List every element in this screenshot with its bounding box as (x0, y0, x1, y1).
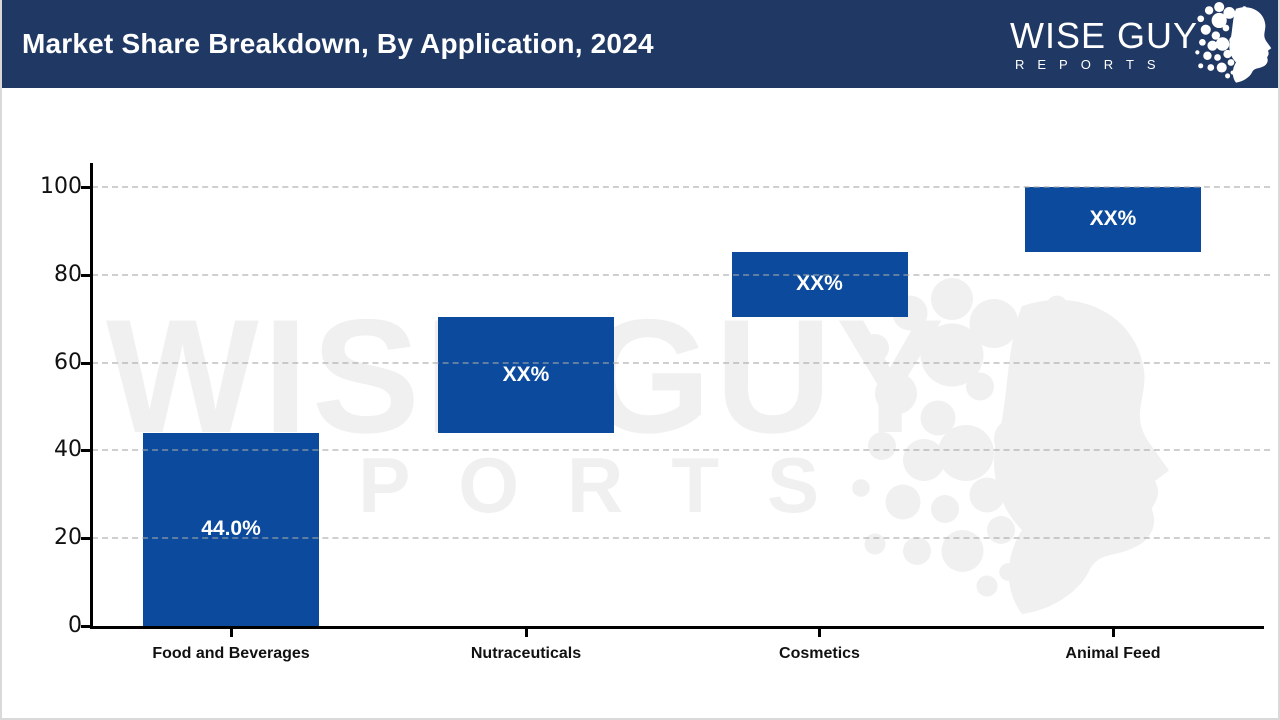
dot (1225, 73, 1231, 79)
logo-subtitle: REPORTS (1014, 56, 1169, 72)
y-axis-line (90, 163, 93, 629)
dot (875, 372, 917, 415)
x-axis-category-label: Nutraceuticals (470, 645, 582, 662)
dot (1011, 470, 1047, 506)
wise-guy-logo: WISE GUY REPORTS (1009, 2, 1278, 86)
dot (1216, 62, 1227, 73)
gridline-80 (92, 273, 1270, 276)
dot (1203, 51, 1212, 60)
dot (861, 334, 889, 362)
dot (976, 575, 998, 597)
dot (1227, 59, 1235, 66)
dot (999, 563, 1017, 581)
dot (903, 537, 931, 565)
x-axis-category-label: Animal Feed (1065, 645, 1161, 662)
y-axis-tick (81, 273, 90, 277)
bar-value-label: 44.0% (201, 517, 261, 541)
page-title: Market Share Breakdown, By Application, … (22, 28, 654, 59)
dot (885, 484, 921, 520)
x-axis-category-label: Food and Beverages (152, 645, 310, 662)
dot (868, 432, 896, 460)
bar-animal-feed (1025, 187, 1201, 252)
dot (920, 400, 956, 436)
dot (1223, 49, 1232, 59)
y-axis-tick-label: 20 (54, 525, 82, 551)
y-axis-tick-label: 0 (68, 613, 82, 638)
x-axis-category-label: Cosmetics (779, 645, 860, 662)
dot (1029, 323, 1057, 352)
dot (938, 425, 994, 481)
dot (1204, 6, 1214, 15)
gridline-100 (92, 186, 1270, 188)
bar-nutraceuticals (438, 316, 614, 433)
dot (1230, 70, 1235, 75)
dot (1214, 2, 1225, 13)
dot (1222, 24, 1230, 32)
y-axis-tick (81, 449, 90, 453)
dot (920, 323, 984, 387)
dot (1237, 12, 1245, 20)
dot (1199, 38, 1206, 46)
y-axis-tick (81, 186, 90, 189)
dot (1240, 58, 1246, 64)
chart-area: WISE GUY REPORTS 0 20 40 60 80 100 44.0% Food a… (2, 88, 1278, 718)
dot (1207, 64, 1215, 71)
dot (931, 278, 973, 320)
x-axis-line (90, 626, 1264, 629)
bar-value-label: XX% (502, 362, 550, 386)
x-axis-tick (1111, 629, 1115, 637)
bar-value-label: XX% (1089, 207, 1137, 231)
dot (1241, 6, 1247, 12)
y-axis-tick-label: 80 (54, 261, 82, 287)
dot (1215, 37, 1230, 51)
y-axis-tick-label: 40 (54, 437, 82, 463)
x-axis-tick (524, 629, 528, 637)
x-axis-tick (229, 629, 233, 637)
gridline-60 (92, 361, 1270, 364)
x-axis-tick (818, 629, 821, 637)
dot (941, 530, 984, 572)
dot (969, 477, 1005, 513)
logo-face-icon (1195, 2, 1272, 83)
y-axis-tick-label: 60 (54, 349, 82, 375)
dot (987, 516, 1015, 544)
dot (1211, 31, 1221, 40)
dot (1198, 63, 1204, 69)
y-axis-tick (81, 625, 90, 628)
dot (966, 372, 994, 401)
bar-food-and-beverages (143, 432, 319, 626)
dot (1195, 50, 1200, 55)
dot (1207, 40, 1218, 51)
dot (1233, 23, 1242, 32)
dot (1211, 12, 1227, 29)
dot (1200, 24, 1211, 35)
bar-cosmetics (731, 251, 908, 317)
dot (903, 439, 945, 481)
logo-text: WISE GUY REPORTS (1009, 14, 1198, 72)
logo-name: WISE GUY (1009, 14, 1198, 56)
dot (1229, 35, 1240, 46)
dot (1223, 7, 1236, 19)
dot (1046, 295, 1068, 317)
logo-dots (1195, 2, 1247, 79)
dot (1197, 15, 1205, 23)
dot (1039, 512, 1061, 534)
gridline-20 (92, 537, 1270, 540)
dot (969, 299, 1019, 348)
y-axis-tick (81, 537, 90, 541)
dot (1214, 54, 1221, 61)
y-axis-tick (81, 361, 90, 365)
dot (931, 495, 959, 523)
bar-value-label: XX% (796, 272, 843, 296)
dot (1233, 48, 1242, 57)
header-bar: Market Share Breakdown, By Application, … (2, 0, 1278, 88)
dot (852, 479, 870, 497)
gridline-40 (92, 449, 1270, 452)
dot (1011, 365, 1047, 401)
dot (994, 418, 1036, 460)
y-axis-tick-label: 100 (40, 174, 82, 199)
